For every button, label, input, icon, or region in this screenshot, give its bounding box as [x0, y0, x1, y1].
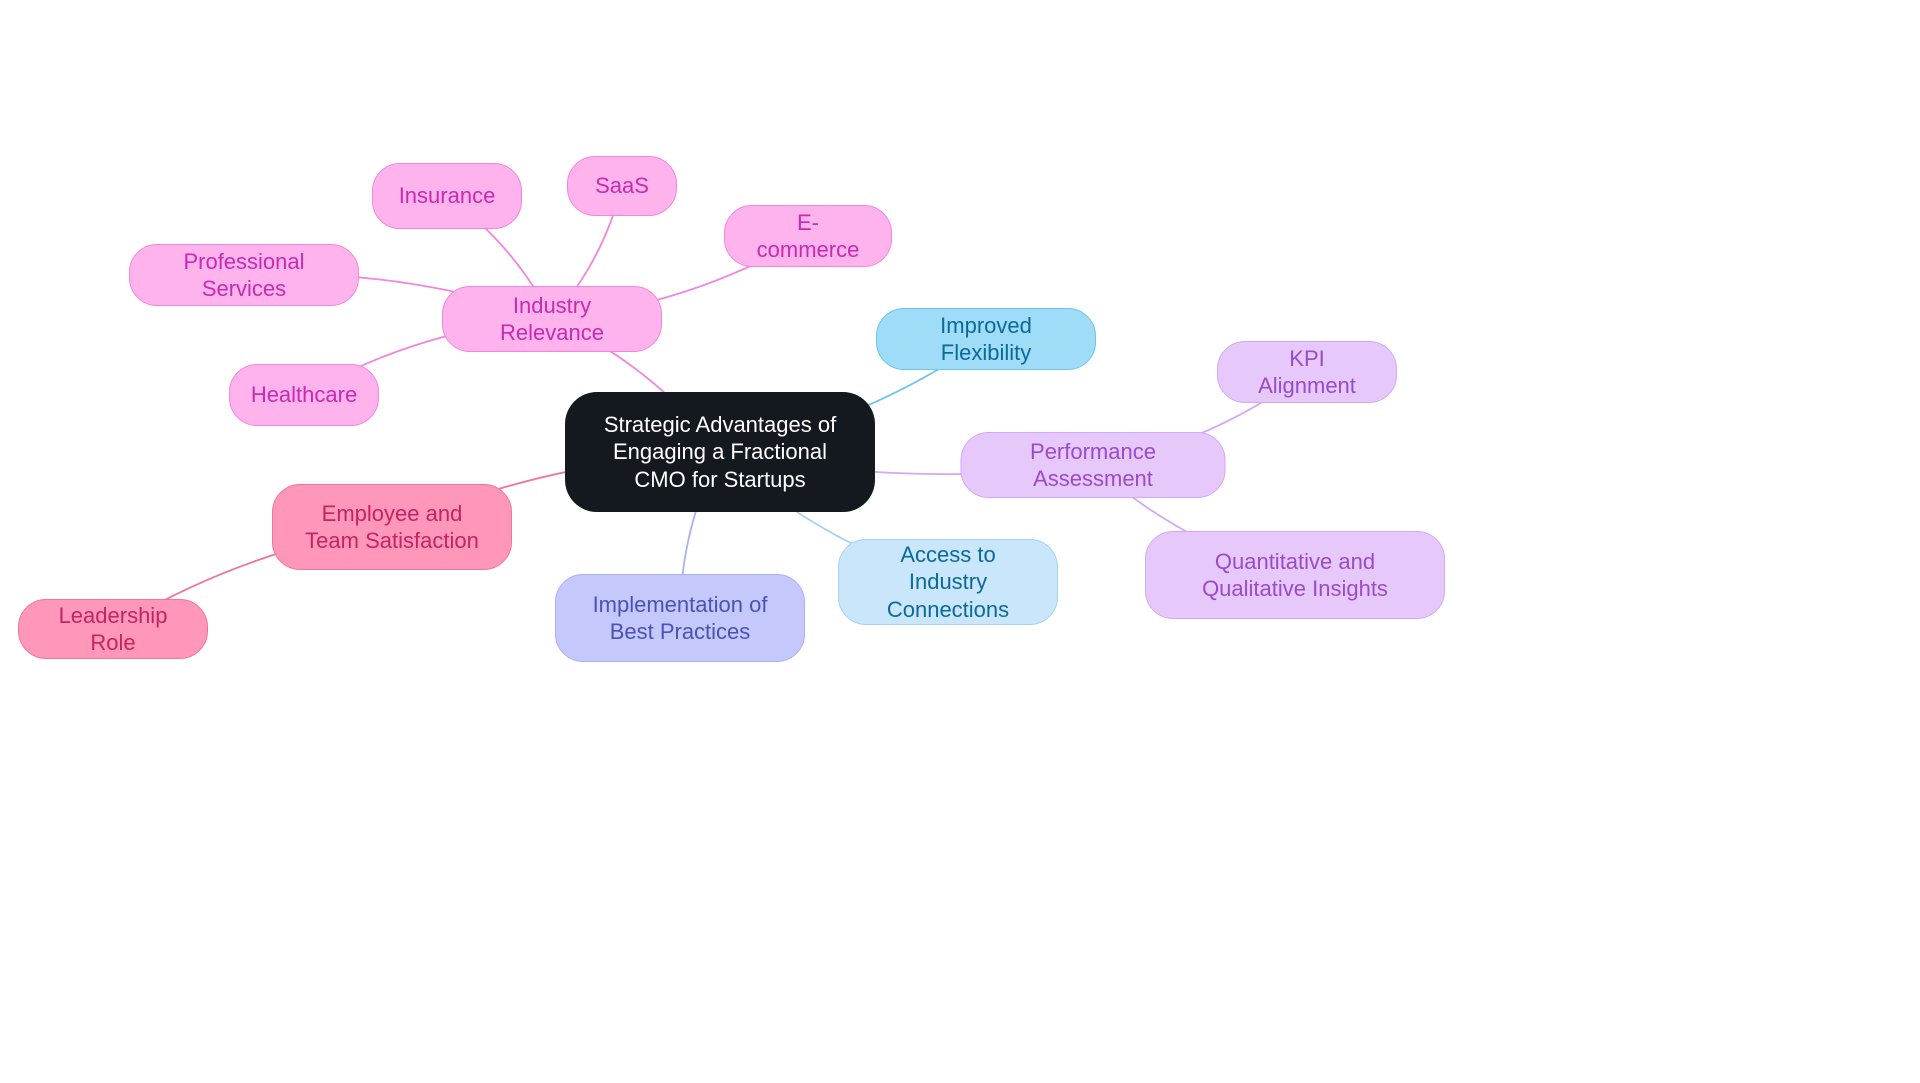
node-label: Quantitative and Qualitative Insights	[1170, 548, 1420, 603]
node-label: Insurance	[399, 182, 496, 210]
node-ecommerce: E-commerce	[724, 205, 892, 267]
node-kpi-alignment: KPI Alignment	[1217, 341, 1397, 403]
node-saas: SaaS	[567, 156, 677, 216]
node-label: SaaS	[595, 172, 649, 200]
node-industry-relevance: Industry Relevance	[442, 286, 662, 352]
node-performance-assessment: Performance Assessment	[961, 432, 1226, 498]
node-insurance: Insurance	[372, 163, 522, 229]
node-label: Strategic Advantages of Engaging a Fract…	[589, 411, 851, 494]
node-label: Healthcare	[251, 381, 357, 409]
node-label: Improved Flexibility	[901, 312, 1071, 367]
node-prof-services: Professional Services	[129, 244, 359, 306]
node-healthcare: Healthcare	[229, 364, 379, 426]
node-label: Implementation of Best Practices	[580, 591, 780, 646]
node-label: Industry Relevance	[467, 292, 637, 347]
node-label: Performance Assessment	[986, 438, 1201, 493]
node-best-practices: Implementation of Best Practices	[555, 574, 805, 662]
node-label: Professional Services	[154, 248, 334, 303]
node-label: Access to Industry Connections	[863, 541, 1033, 624]
node-employee-satisfaction: Employee and Team Satisfaction	[272, 484, 512, 570]
node-label: KPI Alignment	[1242, 345, 1372, 400]
node-label: E-commerce	[749, 209, 867, 264]
node-improved-flexibility: Improved Flexibility	[876, 308, 1096, 370]
node-industry-connections: Access to Industry Connections	[838, 539, 1058, 625]
node-leadership-role: Leadership Role	[18, 599, 208, 659]
node-quant-qual: Quantitative and Qualitative Insights	[1145, 531, 1445, 619]
node-label: Employee and Team Satisfaction	[297, 500, 487, 555]
node-center: Strategic Advantages of Engaging a Fract…	[565, 392, 875, 512]
node-label: Leadership Role	[43, 602, 183, 657]
